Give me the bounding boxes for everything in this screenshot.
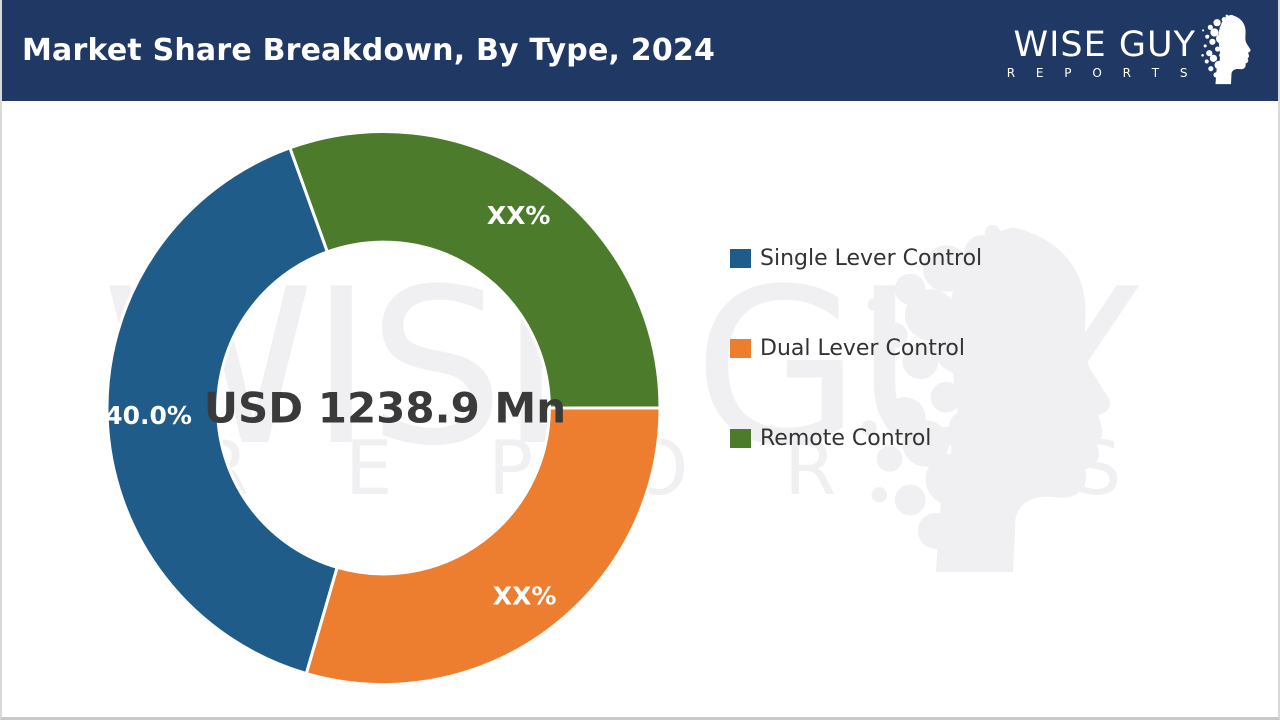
donut-slice-single-lever-control bbox=[105, 146, 339, 676]
brand-logo: WISE GUY R E P O R T S bbox=[1001, 6, 1262, 90]
brand-subtitle: R E P O R T S bbox=[1006, 66, 1196, 80]
legend-item-remote-control: Remote Control bbox=[730, 424, 982, 452]
slice-percent-label: XX% bbox=[487, 201, 551, 230]
legend-label: Remote Control bbox=[760, 425, 932, 451]
header-bar: Market Share Breakdown, By Type, 2024 WI… bbox=[2, 0, 1278, 101]
page-title: Market Share Breakdown, By Type, 2024 bbox=[22, 33, 716, 68]
chart-center-value: USD 1238.9 Mn bbox=[203, 383, 567, 433]
legend-item-dual-lever-control: Dual Lever Control bbox=[730, 334, 982, 362]
brand-face-icon bbox=[1201, 14, 1251, 85]
legend-label: Single Lever Control bbox=[760, 245, 983, 271]
watermark-face-icon bbox=[861, 224, 1111, 572]
slice-percent-label: XX% bbox=[493, 581, 557, 610]
donut-slice-dual-lever-control bbox=[304, 406, 662, 686]
slice-percent-label: 40.0% bbox=[105, 401, 192, 430]
legend-label: Dual Lever Control bbox=[760, 335, 965, 361]
legend-swatch-icon bbox=[730, 248, 751, 268]
legend-item-single-lever-control: Single Lever Control bbox=[730, 244, 982, 272]
donut-slice-remote-control bbox=[288, 130, 662, 410]
brand-logo-text: WISE GUY R E P O R T S bbox=[1001, 26, 1196, 80]
chart-legend: Single Lever Control Dual Lever Control Re… bbox=[730, 244, 982, 514]
legend-swatch-icon bbox=[730, 338, 751, 358]
legend-swatch-icon bbox=[730, 428, 751, 448]
brand-name: WISE GUY bbox=[1013, 25, 1196, 65]
